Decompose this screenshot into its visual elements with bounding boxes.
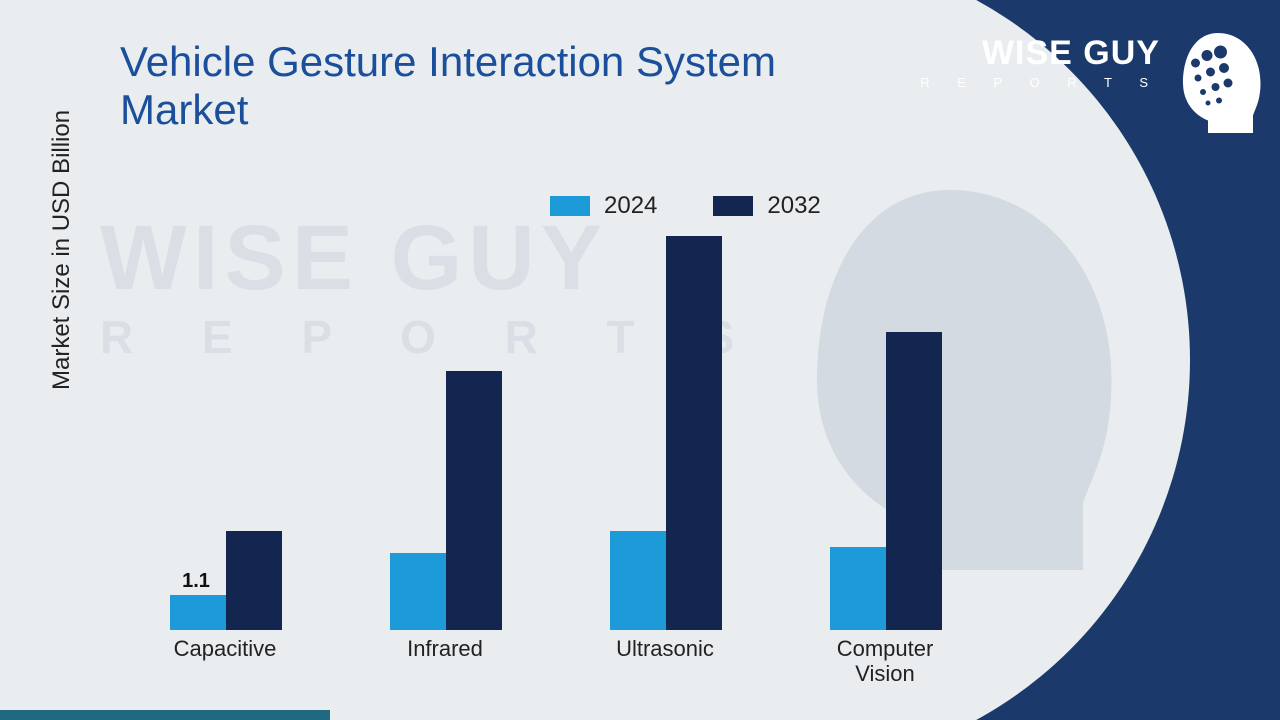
logo-head-icon [1168, 28, 1268, 138]
legend-label-2032: 2032 [767, 192, 820, 220]
legend-swatch-2032 [713, 196, 753, 216]
y-axis-label: Market Size in USD Billion [48, 110, 76, 390]
category-label: Capacitive [140, 636, 310, 661]
chart-plot: 1.1 [120, 230, 940, 630]
category-labels: CapacitiveInfraredUltrasonicComputerVisi… [120, 636, 940, 696]
legend-label-2024: 2024 [604, 192, 657, 220]
value-label: 1.1 [166, 570, 226, 593]
bar-2024 [610, 531, 666, 630]
bar-2032 [446, 371, 502, 630]
bar-2032 [226, 531, 282, 630]
category-label: Infrared [360, 636, 530, 661]
logo-line2: R E P O R T S [920, 75, 1160, 90]
legend-item-2032: 2032 [713, 192, 820, 220]
logo: WISE GUY R E P O R T S [920, 34, 1160, 90]
legend: 2024 2032 [550, 192, 821, 220]
category-label: Ultrasonic [580, 636, 750, 661]
bar-2032 [886, 332, 942, 630]
bar-2024 [390, 553, 446, 630]
bar-2024 [830, 547, 886, 630]
bar-2032 [666, 236, 722, 630]
page-title: Vehicle Gesture Interaction System Marke… [120, 38, 840, 135]
bar-2024 [170, 595, 226, 630]
legend-swatch-2024 [550, 196, 590, 216]
category-label: ComputerVision [800, 636, 970, 687]
accent-bar [0, 710, 330, 720]
logo-line1: WISE GUY [920, 34, 1160, 73]
legend-item-2024: 2024 [550, 192, 657, 220]
